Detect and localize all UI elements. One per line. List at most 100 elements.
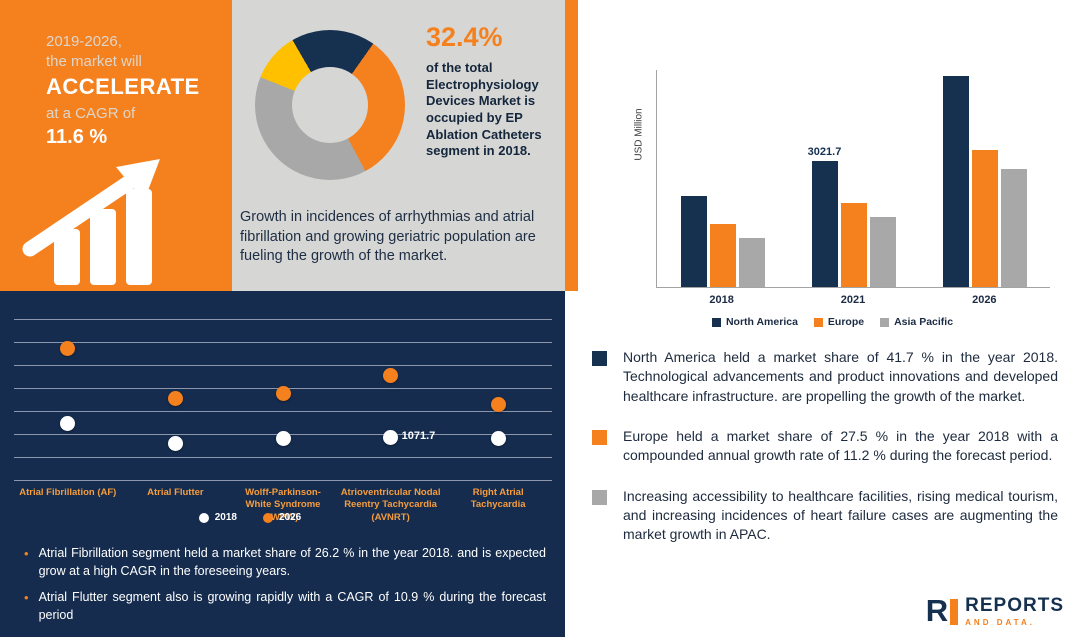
legend-label-2026: 2026 [279,512,302,523]
bullet-atrial-flutter: • Atrial Flutter segment also is growing… [24,589,546,624]
accelerate-cagr-label: at a CAGR of [46,105,136,122]
bar-group-2018 [680,70,765,287]
dot-2026 [383,367,399,383]
category-wpw: Wolff-Parkinson-White Syndrome (WPW) [245,487,321,523]
logo-bar-icon [950,598,959,625]
bar-group-2026 [942,70,1027,287]
legend-label-north-america: North America [725,316,798,328]
bullet-swatch-europe [592,429,607,445]
dot-2026 [167,391,183,407]
bar-group-2021: 3021.7 [808,70,896,287]
dot-plot-categories: Atrial Fibrillation (AF) Atrial Flutter … [14,487,552,524]
accelerate-line: the market will [46,52,142,70]
bullet-marker: • [24,546,29,561]
donut-stat: 32.4% of the total Electrophysiology Dev… [426,22,556,160]
donut-panel: 32.4% of the total Electrophysiology Dev… [232,0,565,291]
bar-north-america-2021: 3021.7 [808,146,841,287]
bullet-swatch-north-america [592,351,607,366]
gridline [14,365,552,366]
gridline [14,319,552,320]
market-growth-text: Growth in incidences of arrhythmias and … [240,209,536,265]
growth-arrow-icon [22,158,160,285]
dot-2018 [167,436,183,452]
bar-chart-legend: North America Europe Asia Pacific [600,316,1065,328]
bar-europe-2021 [840,202,867,287]
category-right-atrial-tachycardia: Right Atrial Tachycardia [470,487,526,511]
dot-value-label: 1071.7 [401,429,436,442]
bar-chart-x-labels: 2018 2021 2026 [656,294,1050,306]
logo-mark-icon: R [925,593,959,629]
logo-text: REPORTS AND DATA. [965,596,1064,627]
bar-chart-plot: 3021.7 [656,70,1050,288]
x-label-2021: 2021 [840,294,866,306]
accelerate-text: 2019-2026, the market will ACCELERATE at… [0,0,232,149]
x-label-2018: 2018 [709,294,734,306]
bullet-europe: Europe held a market share of 27.5 % in … [592,427,1058,466]
legend-item-north-america: North America [711,316,798,328]
accelerate-years: 2019-2026, [46,33,122,50]
donut-hole [292,67,368,143]
bullet-text-north-america: North America held a market share of 41.… [623,349,1058,404]
donut-stat-value: 32.4% [426,22,503,52]
bullet-text-europe: Europe held a market share of 27.5 % in … [623,427,1058,464]
divider-strip [565,0,578,291]
dot-plot-panel: 1071.7 Atrial Fibrillation (AF) Atrial F… [0,291,565,637]
cagr-value: 11.6 % [46,125,108,148]
dot-2018 [490,430,506,446]
legend-label-asia-pacific: Asia Pacific [894,316,954,328]
segment-bullet-list: • Atrial Fibrillation segment held a mar… [24,545,546,633]
accelerate-panel: 2019-2026, the market will ACCELERATE at… [0,0,232,291]
bar-europe-2018 [709,224,736,287]
bar-asia-pacific-2018 [738,238,765,287]
gridline [14,342,552,343]
legend-label-2018: 2018 [214,512,237,523]
dot-2026 [275,385,291,401]
gridline [14,411,552,412]
dot-plot-area: 1071.7 [14,319,552,481]
gridline [14,480,552,481]
legend-item-2018: 2018 [198,512,237,523]
bar-north-america-2018 [680,195,707,287]
bullet-text-asia-pacific: Increasing accessibility to healthcare f… [623,487,1058,543]
legend-swatch-asia-pacific [880,317,890,327]
bullet-asia-pacific: Increasing accessibility to healthcare f… [592,487,1058,545]
donut-stat-description: of the total Electrophysiology Devices M… [426,60,542,159]
gridline [14,457,552,458]
logo-reports: REPORTS [965,595,1064,616]
legend-item-europe: Europe [813,316,865,328]
dot-2026 [490,396,506,412]
legend-dot-2026 [263,512,273,523]
bar-europe-2026 [971,150,998,287]
legend-swatch-north-america [711,317,721,327]
dot-2018 [383,430,399,446]
bar-value-label: 3021.7 [807,145,842,158]
bar-asia-pacific-2021 [869,217,896,287]
legend-swatch-europe [813,317,823,327]
dot-plot-legend: 2018 2026 [60,512,440,523]
donut-chart [255,30,405,180]
bullet-swatch-asia-pacific [592,489,607,505]
logo-letter: R [925,593,949,629]
bullet-marker: • [24,590,29,605]
legend-item-2026: 2026 [263,512,301,523]
legend-label-europe: Europe [827,316,865,328]
bullet-text: Atrial Flutter segment also is growing r… [38,590,546,622]
dot-2018 [275,430,291,446]
regional-bullet-list: North America held a market share of 41.… [592,348,1058,566]
dot-2018 [60,415,76,431]
accelerate-headline: ACCELERATE [46,74,200,99]
bullet-atrial-fibrillation: • Atrial Fibrillation segment held a mar… [24,545,546,580]
y-axis-label: USD Million [633,108,645,161]
reports-and-data-logo: R REPORTS AND DATA. [925,593,1064,629]
bullet-north-america: North America held a market share of 41.… [592,348,1058,406]
logo-and-data: AND DATA. [965,618,1035,627]
bar-asia-pacific-2026 [1000,168,1027,287]
category-avnrt: Atrioventricular Nodal Reentry Tachycard… [340,487,441,523]
bullet-text: Atrial Fibrillation segment held a marke… [38,546,546,578]
legend-item-asia-pacific: Asia Pacific [880,316,953,328]
bar-north-america-2026 [942,76,969,287]
regional-bar-chart: USD Million 3021.7 2018 2021 2026 North … [600,58,1065,338]
category-atrial-fibrillation: Atrial Fibrillation (AF) [19,487,117,498]
legend-dot-2018 [198,512,209,523]
